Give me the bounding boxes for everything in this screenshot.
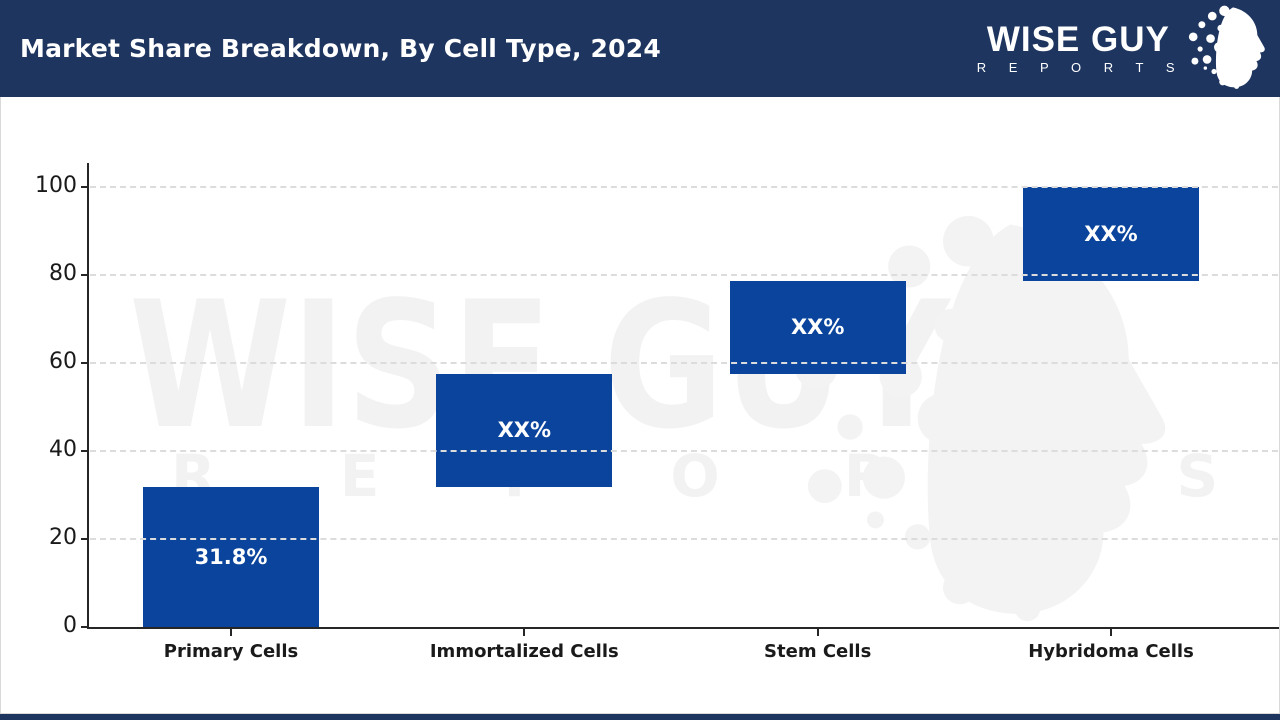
x-axis-label-stem-cells: Stem Cells: [764, 641, 872, 662]
y-tick-label-0: 0: [63, 613, 77, 638]
bar-value-label: XX%: [790, 315, 845, 340]
y-tick-mark-80: [81, 274, 89, 276]
wise-guy-reports-logo: WISE GUY R E P O R T S: [973, 5, 1280, 93]
watermark-head-icon: [795, 215, 1166, 622]
x-axis-label-primary-cells: Primary Cells: [163, 641, 299, 662]
x-tick-mark-2: [523, 629, 526, 636]
y-axis-line: [87, 163, 89, 629]
footer-bar: [0, 713, 1280, 720]
x-axis-line: [87, 627, 1279, 629]
chart-area: WISE GUY R E P O R T S 31.8% XX% XX% XX% 0 20…: [0, 97, 1280, 713]
header-bar: Market Share Breakdown, By Cell Type, 20…: [0, 0, 1280, 97]
page-title: Market Share Breakdown, By Cell Type, 20…: [20, 34, 661, 63]
logo-head-icon: [1188, 5, 1265, 89]
bar-value-label: XX%: [497, 418, 552, 443]
logo-wordmark-line1: WISE GUY: [986, 20, 1170, 59]
bar-value-label: 31.8%: [194, 545, 268, 570]
x-tick-mark-3: [816, 629, 819, 636]
gridline-60: [90, 362, 1278, 364]
bar-stem-cells: XX%: [729, 281, 906, 374]
x-axis-label-immortalized-cells: Immortalized Cells: [429, 641, 619, 662]
y-tick-label-40: 40: [49, 437, 77, 462]
y-tick-mark-40: [81, 450, 89, 452]
x-axis-label-hybridoma-cells: Hybridoma Cells: [1028, 641, 1194, 662]
gridline-20: [90, 538, 1278, 540]
y-tick-label-60: 60: [49, 349, 77, 374]
y-tick-mark-20: [81, 538, 89, 540]
y-tick-label-20: 20: [49, 525, 77, 550]
gridline-40: [90, 450, 1278, 452]
y-tick-label-80: 80: [49, 261, 77, 286]
y-tick-mark-100: [81, 186, 89, 188]
bar-value-label: XX%: [1084, 222, 1138, 247]
logo-wordmark: WISE GUY R E P O R T S: [973, 22, 1184, 75]
bar-hybridoma-cells: XX%: [1023, 187, 1199, 282]
gridline-80: [90, 274, 1278, 276]
y-tick-label-100: 100: [35, 173, 77, 198]
x-tick-mark-4: [1110, 629, 1112, 636]
x-tick-mark-1: [230, 629, 232, 636]
y-tick-mark-60: [81, 362, 89, 364]
y-tick-mark-0: [81, 626, 89, 628]
bar-immortalized-cells: XX%: [436, 373, 613, 488]
bar-primary-cells: 31.8%: [143, 487, 319, 627]
logo-wordmark-line2: R E P O R T S: [976, 60, 1184, 75]
gridline-100: [90, 186, 1278, 188]
